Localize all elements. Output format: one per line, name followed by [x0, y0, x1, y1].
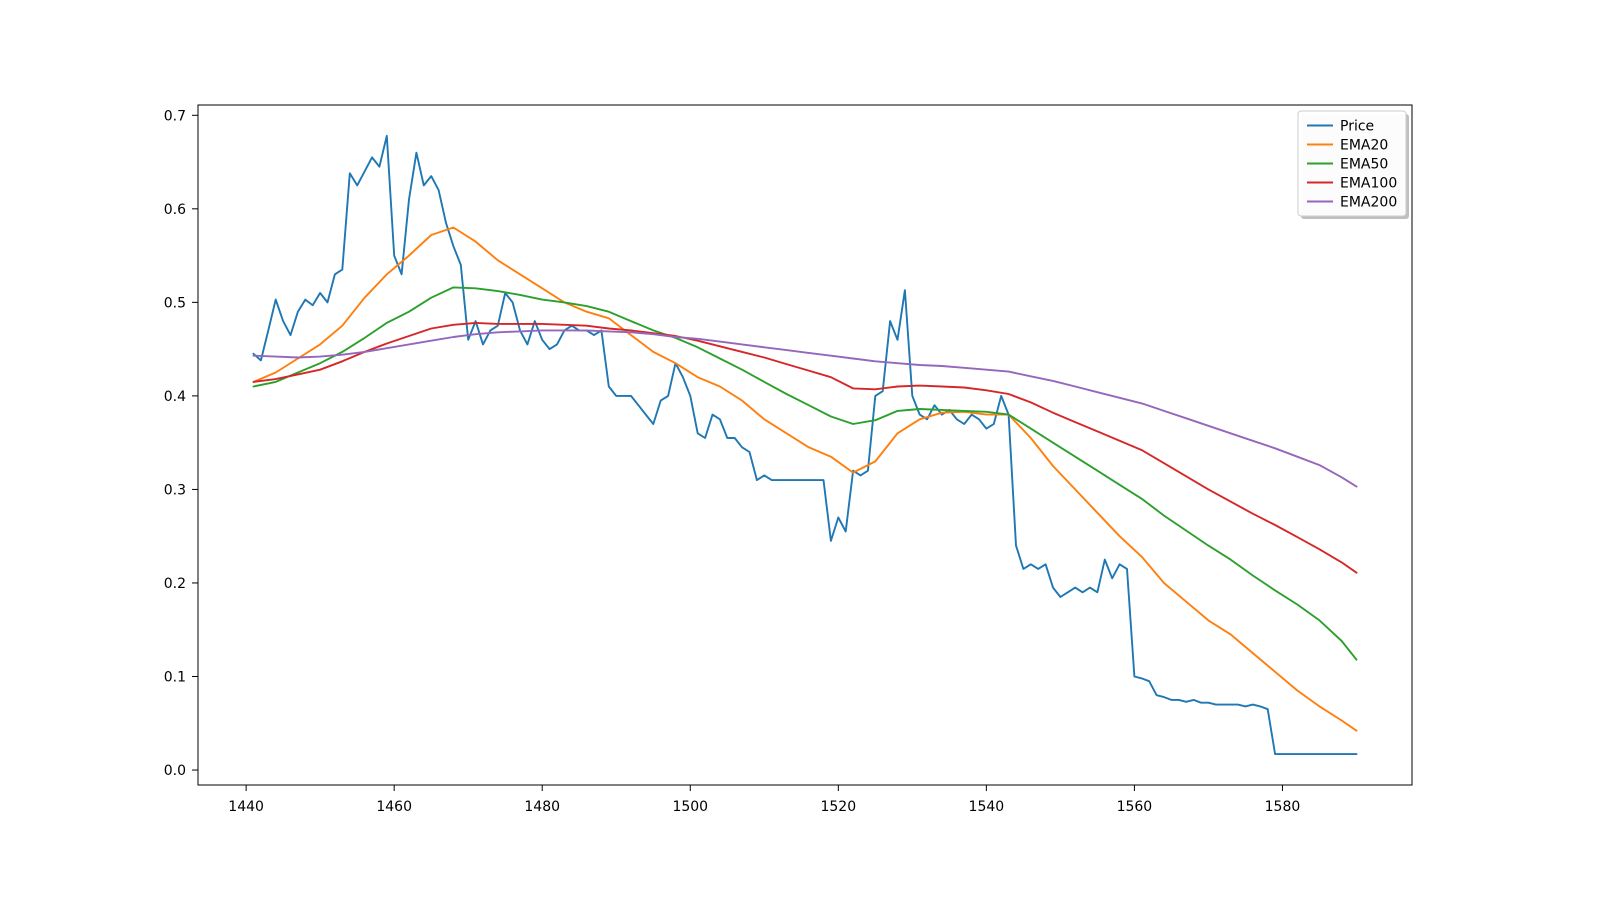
series-line-ema50: [252, 286, 1358, 661]
x-tick-label: 1560: [1117, 799, 1153, 815]
x-tick-label: 1540: [969, 799, 1005, 815]
legend-entry-ema50: EMA50: [1307, 157, 1388, 173]
series-line-ema100: [252, 321, 1358, 574]
legend-entry-ema100: EMA100: [1307, 176, 1397, 192]
legend-entry-ema20: EMA20: [1307, 138, 1388, 154]
x-tick-label: 1440: [228, 799, 264, 815]
x-axis: 1440 1460 1480 1500 1520 1540 1560 1580: [228, 785, 1300, 815]
legend-label: EMA50: [1340, 157, 1388, 173]
y-tick-label: 0.0: [164, 763, 186, 779]
legend-label: EMA200: [1340, 195, 1397, 211]
y-tick-label: 0.6: [164, 202, 186, 218]
y-tick-label: 0.4: [164, 389, 186, 405]
legend-box: [1297, 110, 1407, 217]
x-tick-label: 1460: [376, 799, 412, 815]
x-tick-label: 1520: [820, 799, 856, 815]
y-tick-label: 0.2: [164, 576, 186, 592]
legend-label: EMA100: [1340, 176, 1397, 192]
series-line-ema20: [252, 226, 1358, 732]
y-tick-label: 0.7: [164, 108, 186, 124]
y-tick-label: 0.3: [164, 482, 186, 498]
legend-entry-price: Price: [1307, 119, 1374, 135]
series-line-ema200: [252, 329, 1358, 488]
x-tick-label: 1480: [524, 799, 560, 815]
legend: Price EMA20 EMA50 EMA100 EMA200: [1297, 110, 1409, 219]
legend-label: EMA20: [1340, 138, 1388, 154]
legend-entry-ema200: EMA200: [1307, 195, 1397, 211]
series-line-price: [252, 134, 1358, 756]
series-group: [252, 134, 1358, 756]
x-tick-label: 1500: [672, 799, 708, 815]
x-tick-label: 1580: [1265, 799, 1301, 815]
y-tick-label: 0.5: [164, 295, 186, 311]
y-axis: 0.0 0.1 0.2 0.3 0.4 0.5 0.6 0.7: [164, 108, 198, 779]
legend-label: Price: [1340, 119, 1374, 135]
y-tick-label: 0.1: [164, 669, 186, 685]
axes-spines: [197, 104, 1413, 786]
